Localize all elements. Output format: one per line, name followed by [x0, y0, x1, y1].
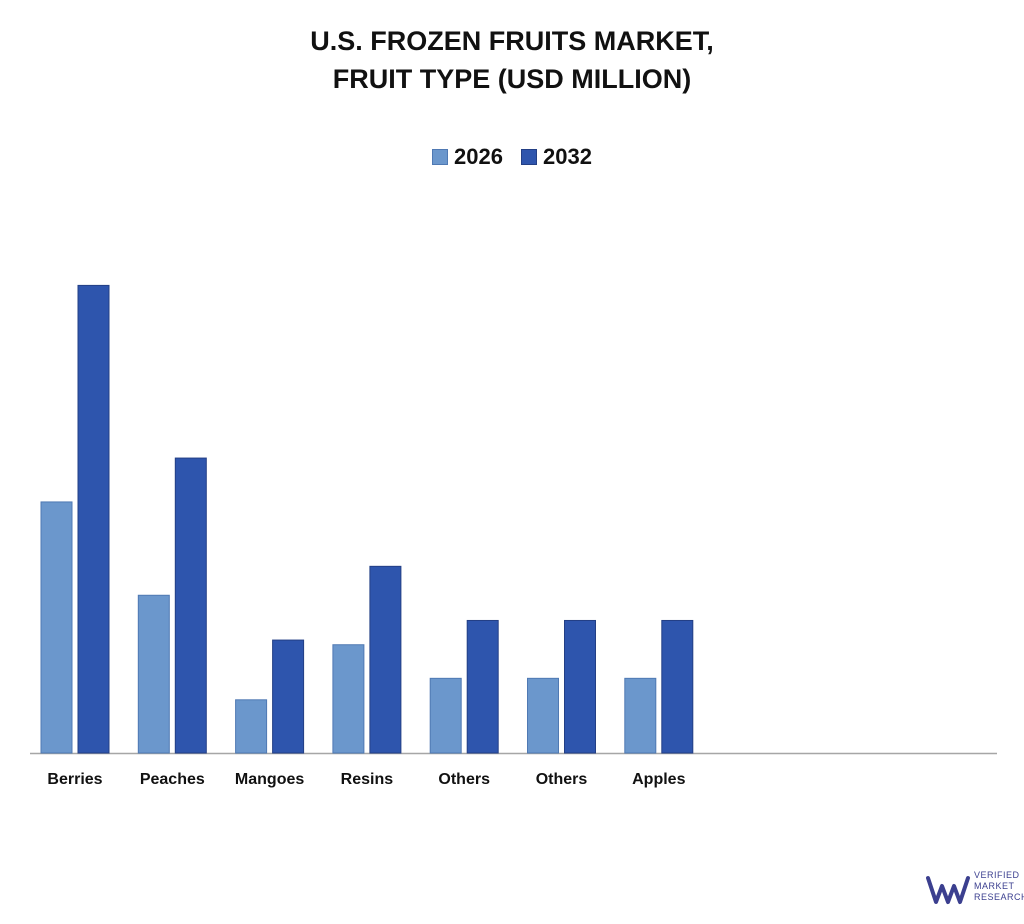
x-tick-label-peaches: Peaches	[140, 771, 205, 788]
chart-legend: 2026 2032	[0, 144, 1024, 170]
x-tick-label-resins: Resins	[341, 771, 394, 788]
bar-apples-2032	[661, 619, 694, 754]
bar-apples-2026	[624, 677, 657, 754]
logo-text-line-3: RESEARCH	[974, 892, 1024, 902]
legend-item-2026: 2026	[432, 144, 503, 170]
bar-others-2032	[564, 619, 596, 754]
legend-swatch-2032	[521, 149, 537, 165]
bar-peaches-2032	[174, 457, 207, 754]
x-tick-label-others: Others	[536, 771, 588, 788]
logo-text: VERIFIED MARKET RESEARCH	[974, 870, 1024, 903]
bar-others-2026	[527, 677, 559, 754]
x-tick-label-others: Others	[438, 771, 490, 788]
bar-others-2032	[466, 619, 499, 754]
chart-title-line-1: U.S. FROZEN FRUITS MARKET,	[310, 26, 714, 56]
bar-others-2026	[429, 677, 462, 754]
logo-text-line-2: MARKET	[974, 881, 1015, 891]
logo-text-line-1: VERIFIED	[974, 870, 1020, 880]
chart-title: U.S. FROZEN FRUITS MARKET, FRUIT TYPE (U…	[0, 22, 1024, 98]
bar-mangoes-2032	[272, 639, 305, 754]
bar-resins-2032	[369, 565, 402, 754]
bar-mangoes-2026	[235, 699, 268, 754]
verified-market-research-logo: VERIFIED MARKET RESEARCH	[926, 866, 1024, 916]
x-tick-label-mangoes: Mangoes	[235, 771, 304, 788]
bar-peaches-2026	[137, 594, 170, 754]
legend-item-2032: 2032	[521, 144, 592, 170]
bar-resins-2026	[332, 644, 365, 754]
bar-berries-2032	[77, 284, 110, 754]
legend-label-2032: 2032	[543, 144, 592, 169]
x-tick-label-apples: Apples	[632, 771, 685, 788]
legend-label-2026: 2026	[454, 144, 503, 169]
chart-title-line-2: FRUIT TYPE (USD MILLION)	[332, 64, 692, 94]
bar-berries-2026	[40, 501, 73, 754]
legend-swatch-2026	[432, 149, 449, 165]
x-tick-label-berries: Berries	[47, 771, 102, 788]
vmr-logo-icon	[926, 876, 970, 904]
